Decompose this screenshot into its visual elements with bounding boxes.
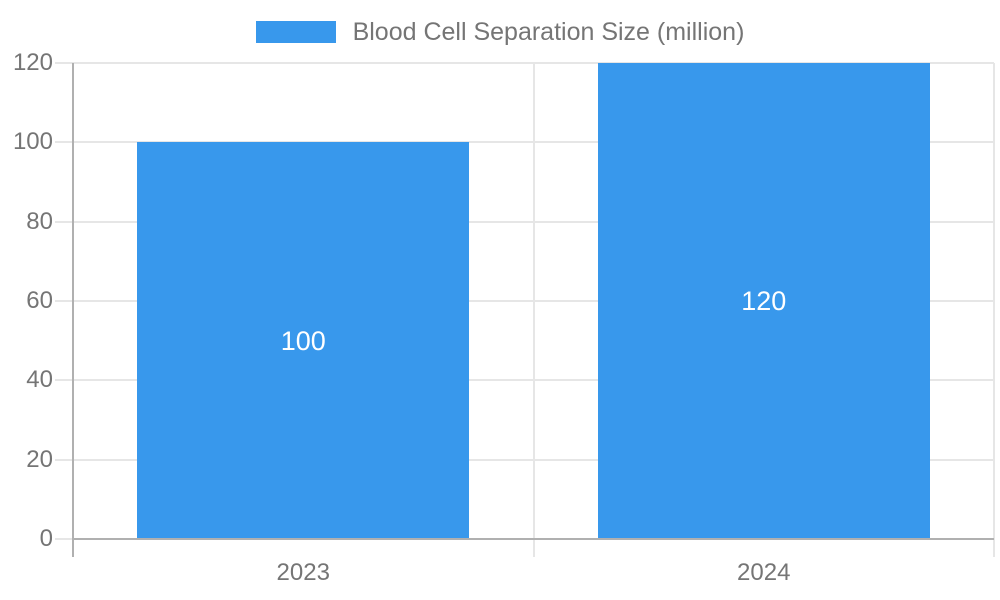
y-axis-tick xyxy=(55,379,73,382)
y-axis-tick xyxy=(55,300,73,302)
y-axis-label: 60 xyxy=(26,287,53,314)
x-axis-baseline xyxy=(73,538,994,540)
bar[interactable]: 100 xyxy=(137,142,470,539)
plot-area: 100 120 xyxy=(73,62,995,557)
y-axis-label: 0 xyxy=(39,525,53,552)
y-axis-tick xyxy=(55,141,73,144)
y-axis-tick xyxy=(55,458,73,461)
x-axis-label: 2024 xyxy=(737,559,791,586)
bar-value-label: 100 xyxy=(280,325,326,356)
y-axis-label: 80 xyxy=(26,207,53,235)
y-axis-tick xyxy=(55,538,73,540)
legend-label: Blood Cell Separation Size (million) xyxy=(352,17,745,46)
y-axis-label: 120 xyxy=(12,49,53,76)
y-axis-label: 40 xyxy=(26,366,53,394)
legend: Blood Cell Separation Size (million) xyxy=(0,18,1000,46)
y-axis-tick xyxy=(55,62,73,64)
x-axis-label: 2023 xyxy=(276,559,330,586)
legend-swatch xyxy=(255,21,336,43)
bar-value-label: 120 xyxy=(741,286,787,316)
category-divider xyxy=(993,63,995,557)
category-divider xyxy=(532,63,535,557)
bar[interactable]: 120 xyxy=(597,63,930,539)
y-axis-label: 20 xyxy=(26,445,53,473)
y-axis-tick xyxy=(55,220,73,223)
y-axis-line xyxy=(72,63,74,557)
y-axis-label: 100 xyxy=(12,128,53,156)
